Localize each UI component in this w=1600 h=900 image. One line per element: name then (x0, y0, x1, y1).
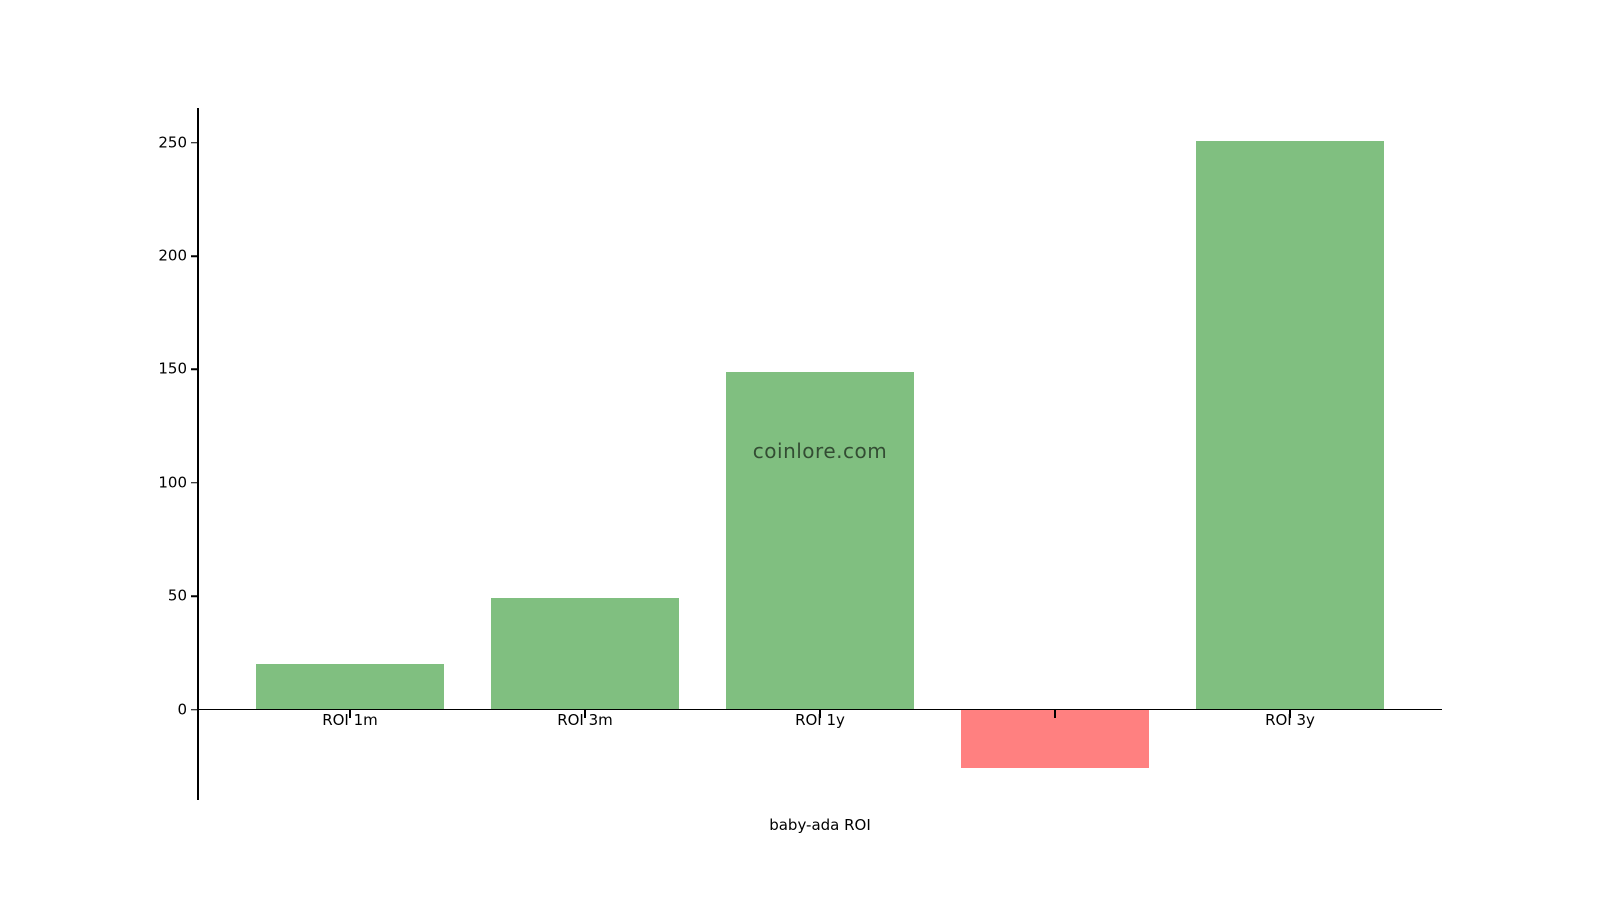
y-tick-label: 250 (158, 133, 187, 152)
bar-roi-1m (256, 664, 444, 710)
x-tick-label: ROI 1m (322, 711, 378, 729)
y-tick-label: 50 (167, 586, 187, 605)
x-tick-mark (819, 709, 821, 718)
bar-roi-3m (491, 598, 679, 710)
y-axis-spine (197, 108, 199, 800)
bar-negative (961, 709, 1149, 769)
y-tick-label: 100 (158, 473, 187, 492)
x-axis-title: baby-ada ROI (769, 816, 871, 834)
watermark-text: coinlore.com (752, 439, 888, 463)
y-tick-mark (191, 595, 198, 597)
bar-roi-1y (726, 371, 914, 710)
x-tick-label: ROI 3y (1265, 711, 1315, 729)
y-tick-mark (191, 368, 198, 371)
x-tick-mark (349, 709, 351, 718)
x-tick-mark (1289, 709, 1291, 718)
y-tick-mark (191, 708, 198, 711)
y-tick-label: 0 (177, 700, 187, 718)
x-tick-mark (1054, 709, 1056, 718)
x-tick-mark (584, 709, 586, 718)
x-tick-label: ROI 1y (795, 711, 845, 729)
y-tick-label: 200 (158, 246, 187, 265)
y-tick-label: 150 (158, 359, 187, 378)
y-tick-mark (191, 142, 198, 144)
x-tick-label: ROI 3m (557, 711, 613, 729)
y-tick-mark (191, 255, 198, 257)
bar-roi-3y (1196, 140, 1384, 710)
y-tick-mark (191, 482, 198, 484)
